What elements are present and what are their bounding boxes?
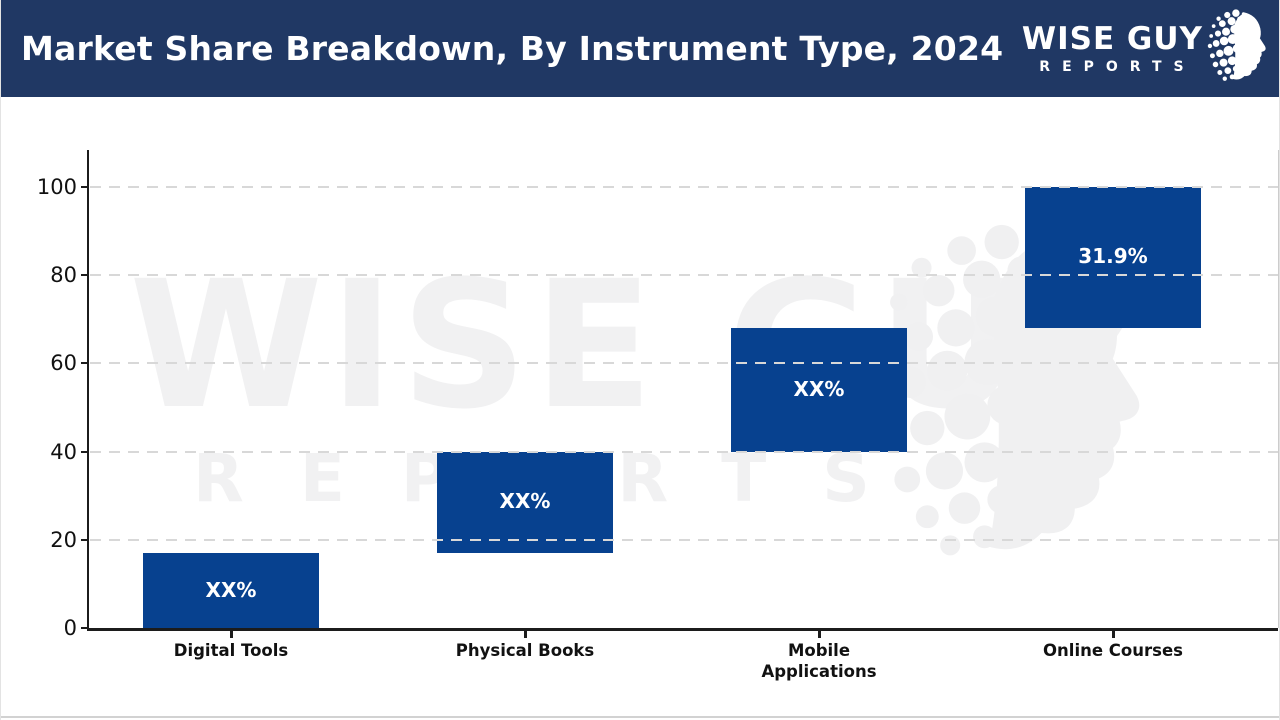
y-axis-tick-label: 100: [36, 175, 77, 199]
y-axis-tick-mark: [81, 450, 89, 453]
gridline-100: [90, 186, 1278, 188]
bar-value-label: XX%: [205, 577, 257, 602]
x-axis-category-label: Physical Books: [455, 641, 595, 660]
logo-text: WISE GUY REPORTS: [1022, 23, 1203, 75]
gridline-40: [90, 450, 1278, 453]
x-axis-tick-mark: [1112, 630, 1115, 638]
gridline-60: [90, 362, 1278, 365]
bar-value-label: XX%: [793, 376, 845, 401]
bar-value-label: 31.9%: [1078, 244, 1148, 269]
gridline-20: [90, 538, 1278, 541]
x-axis-tick-mark: [524, 630, 527, 638]
page-title: Market Share Breakdown, By Instrument Ty…: [21, 29, 1004, 68]
header-bar: Market Share Breakdown, By Instrument Ty…: [1, 0, 1279, 97]
gridline-80: [90, 274, 1278, 277]
plot-right-border: [1278, 150, 1279, 628]
bar-value-label: XX%: [499, 489, 551, 514]
x-axis-category-label: Digital Tools: [173, 641, 289, 660]
y-axis-tick-mark: [81, 274, 89, 277]
logo-wordmark: WISE GUY: [1021, 21, 1203, 58]
y-axis-tick-label: 40: [50, 439, 77, 464]
x-axis-tick-mark: [818, 630, 821, 638]
x-axis-category-label: Online Courses: [1043, 641, 1183, 660]
y-axis-tick-label: 80: [50, 263, 77, 288]
y-axis-tick-label: 60: [50, 351, 77, 376]
bar-digital-tools: [143, 553, 319, 628]
y-axis-tick-mark: [81, 538, 89, 541]
y-axis-tick-mark: [81, 186, 89, 188]
x-axis-category-label: Mobile Applications: [761, 641, 877, 682]
wise-guy-reports-logo: WISE GUY REPORTS: [1022, 6, 1273, 92]
y-axis-tick-mark: [81, 362, 89, 365]
y-axis-tick-label: 20: [50, 527, 77, 552]
logo-subtitle: REPORTS: [1039, 58, 1196, 75]
y-axis-tick-mark: [81, 627, 89, 629]
x-axis-line: [87, 628, 1278, 631]
y-axis-line: [87, 150, 89, 630]
y-axis-tick-label: 0: [63, 616, 77, 640]
bar-physical-books: [437, 451, 613, 554]
x-axis-tick-mark: [230, 630, 233, 638]
footer-divider: [1, 716, 1279, 718]
